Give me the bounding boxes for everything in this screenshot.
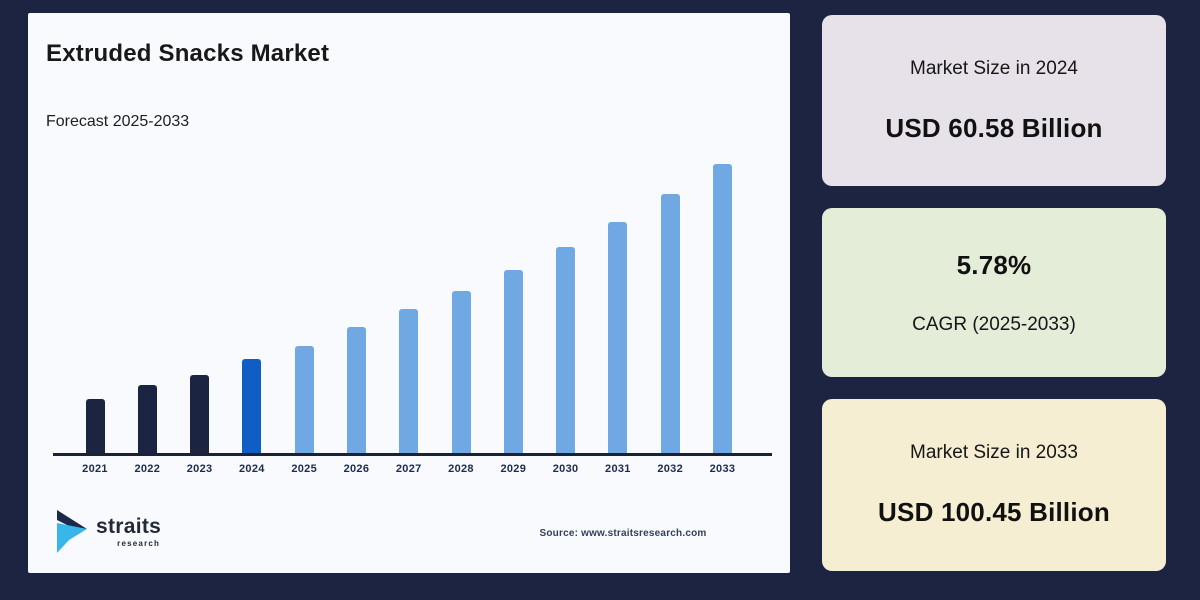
x-axis-label-2025: 2025 xyxy=(291,463,317,475)
stat-card-value: USD 60.58 Billion xyxy=(885,112,1103,143)
x-axis-label-2021: 2021 xyxy=(82,463,108,475)
x-axis-label-2031: 2031 xyxy=(605,463,631,475)
stat-card-label: CAGR (2025-2033) xyxy=(912,313,1076,335)
bar-2026 xyxy=(346,327,366,453)
x-axis-label-2032: 2032 xyxy=(657,463,684,475)
stat-card-value: USD 100.45 Billion xyxy=(878,497,1110,527)
chart-title: Extruded Snacks Market xyxy=(46,40,330,67)
bar-2030 xyxy=(556,247,576,453)
stat-card-label: Market Size in 2024 xyxy=(910,57,1078,79)
straits-research-logo: straits research xyxy=(56,509,161,555)
x-axis-label-2030: 2030 xyxy=(552,463,579,475)
x-axis-line xyxy=(53,453,772,456)
chart-card: Extruded Snacks Market Forecast 2025-203… xyxy=(28,13,790,573)
bar-2021 xyxy=(85,399,105,453)
stat-card-market-size-2024: Market Size in 2024 USD 60.58 Billion xyxy=(822,15,1166,186)
x-axis-label-2026: 2026 xyxy=(343,463,370,475)
x-axis-label-2029: 2029 xyxy=(500,463,527,475)
x-axis-label-2024: 2024 xyxy=(239,463,265,475)
stat-card-market-size-2033: Market Size in 2033 USD 100.45 Billion xyxy=(822,399,1166,571)
bar-2024 xyxy=(242,359,262,453)
x-axis-label-2033: 2033 xyxy=(709,463,736,475)
logo-text: straits research xyxy=(96,515,162,548)
x-axis-label-2023: 2023 xyxy=(186,463,213,475)
stat-card-column: Market Size in 2024 USD 60.58 Billion 5.… xyxy=(822,0,1166,600)
stat-card-cagr: 5.78% CAGR (2025-2033) xyxy=(822,208,1166,377)
straits-arrow-icon xyxy=(57,510,87,553)
stat-card-value: 5.78% xyxy=(956,249,1032,280)
bar-2032 xyxy=(660,194,680,453)
bar-2025 xyxy=(294,346,314,453)
x-axis-label-2022: 2022 xyxy=(134,463,161,475)
bar-2023 xyxy=(190,375,210,453)
bar-chart: 2021 2022 2023 2024 2025 2026 2027 2028 2029 2030… xyxy=(28,13,790,573)
bar-2029 xyxy=(503,270,523,453)
logo-brand: straits xyxy=(96,515,162,539)
bar-2027 xyxy=(399,309,419,453)
x-axis-label-2028: 2028 xyxy=(448,463,474,475)
logo-brand-sub: research xyxy=(117,538,161,548)
chart-subtitle: Forecast 2025-2033 xyxy=(46,113,190,130)
x-axis-label-2027: 2027 xyxy=(395,463,422,475)
bar-2028 xyxy=(451,291,471,453)
bar-2031 xyxy=(608,222,628,453)
stat-card-label: Market Size in 2033 xyxy=(910,442,1078,463)
source-note: Source: www.straitsresearch.com xyxy=(539,528,707,539)
bar-2033 xyxy=(712,164,732,453)
bar-2022 xyxy=(137,385,157,453)
